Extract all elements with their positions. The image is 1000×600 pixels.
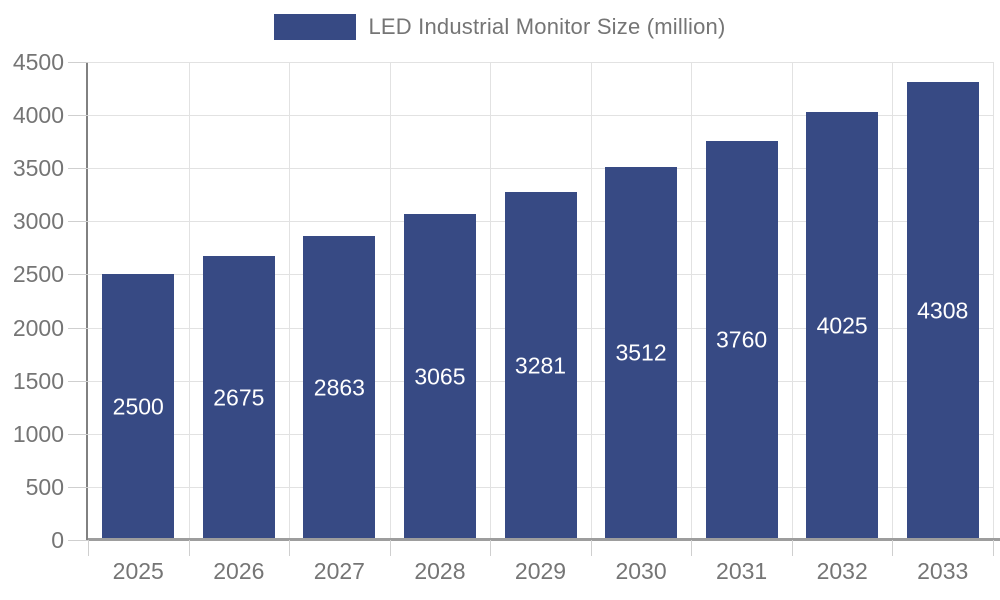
bar: 3065 [403, 214, 476, 540]
v-gridline [389, 62, 391, 540]
x-axis-tick [892, 540, 894, 556]
x-axis-tick [791, 540, 793, 556]
y-tick-label: 3000 [12, 208, 64, 235]
y-axis-tick [68, 433, 88, 435]
x-axis-tick [993, 540, 994, 556]
y-axis-tick [68, 168, 88, 170]
y-tick-label: 3500 [12, 155, 64, 182]
h-gridline [88, 115, 993, 117]
x-axis-tick [389, 540, 391, 556]
bar-value-label: 2500 [112, 393, 164, 420]
h-gridline [88, 168, 993, 170]
bar: 2863 [303, 235, 376, 540]
bar-value-label: 4025 [816, 312, 868, 339]
h-gridline [88, 62, 993, 63]
x-axis-tick [490, 540, 492, 556]
y-tick-label: 1000 [12, 420, 64, 447]
y-axis-tick [68, 221, 88, 223]
bar: 3512 [605, 166, 678, 540]
y-tick-label: 2500 [12, 261, 64, 288]
x-tick-label: 2025 [112, 558, 164, 584]
bar: 4025 [806, 112, 879, 540]
x-axis-tick [188, 540, 190, 556]
y-tick-label: 4500 [12, 49, 64, 75]
bar: 4308 [906, 82, 979, 540]
x-axis-line [88, 538, 1000, 541]
v-gridline [993, 62, 994, 540]
legend-swatch [274, 14, 357, 40]
y-tick-label: 500 [25, 473, 64, 500]
bar: 2500 [102, 274, 175, 540]
y-axis-tick [68, 274, 88, 276]
bar-value-label: 4308 [917, 297, 969, 324]
y-axis-tick [68, 486, 88, 488]
x-tick-label: 2031 [716, 558, 768, 584]
bar: 3281 [504, 191, 577, 540]
legend: LED Industrial Monitor Size (million) [0, 14, 1000, 40]
y-axis-tick [68, 62, 88, 63]
x-tick-label: 2029 [514, 558, 567, 584]
v-gridline [691, 62, 693, 540]
y-axis-tick [68, 540, 88, 541]
bar-value-label: 3281 [514, 352, 567, 379]
bar-value-label: 3760 [716, 326, 768, 353]
y-tick-label: 0 [51, 527, 64, 553]
y-tick-label: 4000 [12, 102, 64, 129]
bar-value-label: 3065 [414, 363, 466, 390]
v-gridline [289, 62, 291, 540]
x-axis-tick [289, 540, 291, 556]
x-axis-tick [691, 540, 693, 556]
bar-value-label: 2675 [213, 384, 265, 411]
legend-label: LED Industrial Monitor Size (million) [368, 14, 726, 39]
plot-area: 2500 2675 2863 3065 3281 3512 3760 4025 4308 [88, 62, 994, 540]
x-axis-tick [88, 540, 89, 556]
v-gridline [791, 62, 793, 540]
v-gridline [188, 62, 190, 540]
y-axis-tick [68, 115, 88, 117]
y-tick-label: 2000 [12, 314, 64, 341]
y-axis-line [86, 62, 88, 540]
x-axis-tick [590, 540, 592, 556]
v-gridline [490, 62, 492, 540]
bar: 3760 [705, 140, 778, 540]
x-tick-label: 2027 [313, 558, 365, 584]
x-tick-label: 2028 [414, 558, 466, 584]
x-tick-label: 2030 [615, 558, 667, 584]
y-tick-label: 1500 [12, 367, 64, 394]
v-gridline [590, 62, 592, 540]
bar-value-label: 3512 [615, 339, 667, 366]
x-tick-label: 2033 [917, 558, 969, 584]
y-axis-tick [68, 380, 88, 382]
x-tick-label: 2026 [213, 558, 265, 584]
v-gridline [892, 62, 894, 540]
x-tick-label: 2032 [816, 558, 868, 584]
bar: 2675 [202, 255, 275, 540]
bar-value-label: 2863 [313, 374, 365, 401]
y-axis-tick [68, 327, 88, 329]
